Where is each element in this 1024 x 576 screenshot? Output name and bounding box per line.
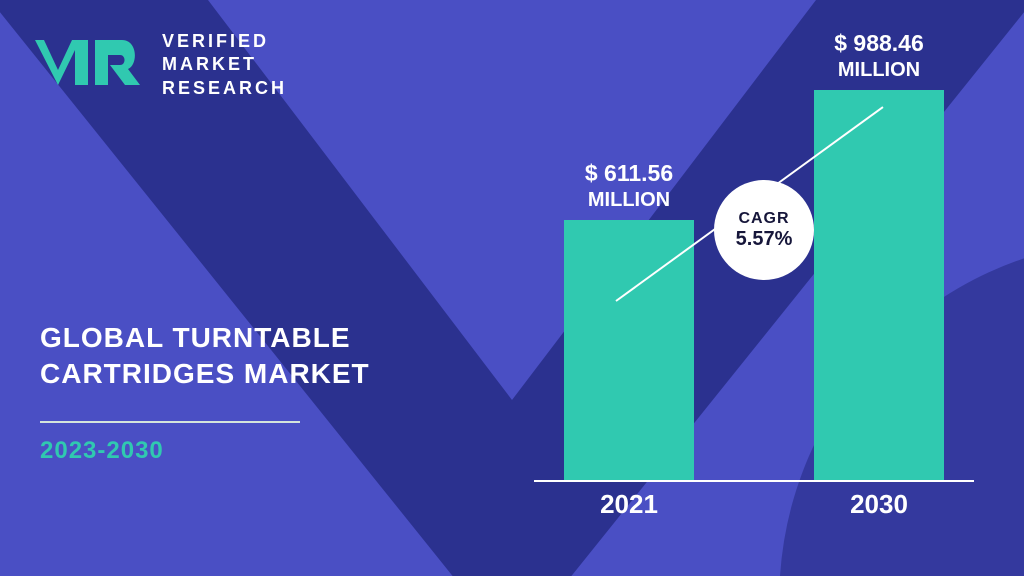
forecast-period: 2023-2030: [40, 437, 420, 465]
cagr-value: 5.57%: [736, 228, 793, 251]
vmr-logo-icon: [30, 35, 150, 95]
bar-chart: $ 611.56 MILLION $ 988.46 MILLION CAGR 5…: [524, 40, 984, 540]
cagr-badge: CAGR 5.57%: [714, 180, 814, 280]
bar-2021-label: $ 611.56 MILLION: [549, 160, 709, 212]
title-block: GLOBAL TURNTABLE CARTRIDGES MARKET 2023-…: [40, 320, 420, 465]
chart-baseline: [534, 480, 974, 482]
bar-2030: [814, 90, 944, 480]
title-divider: [40, 421, 300, 423]
bar-2030-label: $ 988.46 MILLION: [799, 30, 959, 82]
brand-logo: VERIFIED MARKET RESEARCH: [30, 30, 287, 100]
year-2030: 2030: [814, 489, 944, 520]
year-2021: 2021: [564, 489, 694, 520]
page-title: GLOBAL TURNTABLE CARTRIDGES MARKET: [40, 320, 420, 393]
cagr-label: CAGR: [738, 210, 789, 228]
brand-name: VERIFIED MARKET RESEARCH: [162, 30, 287, 100]
